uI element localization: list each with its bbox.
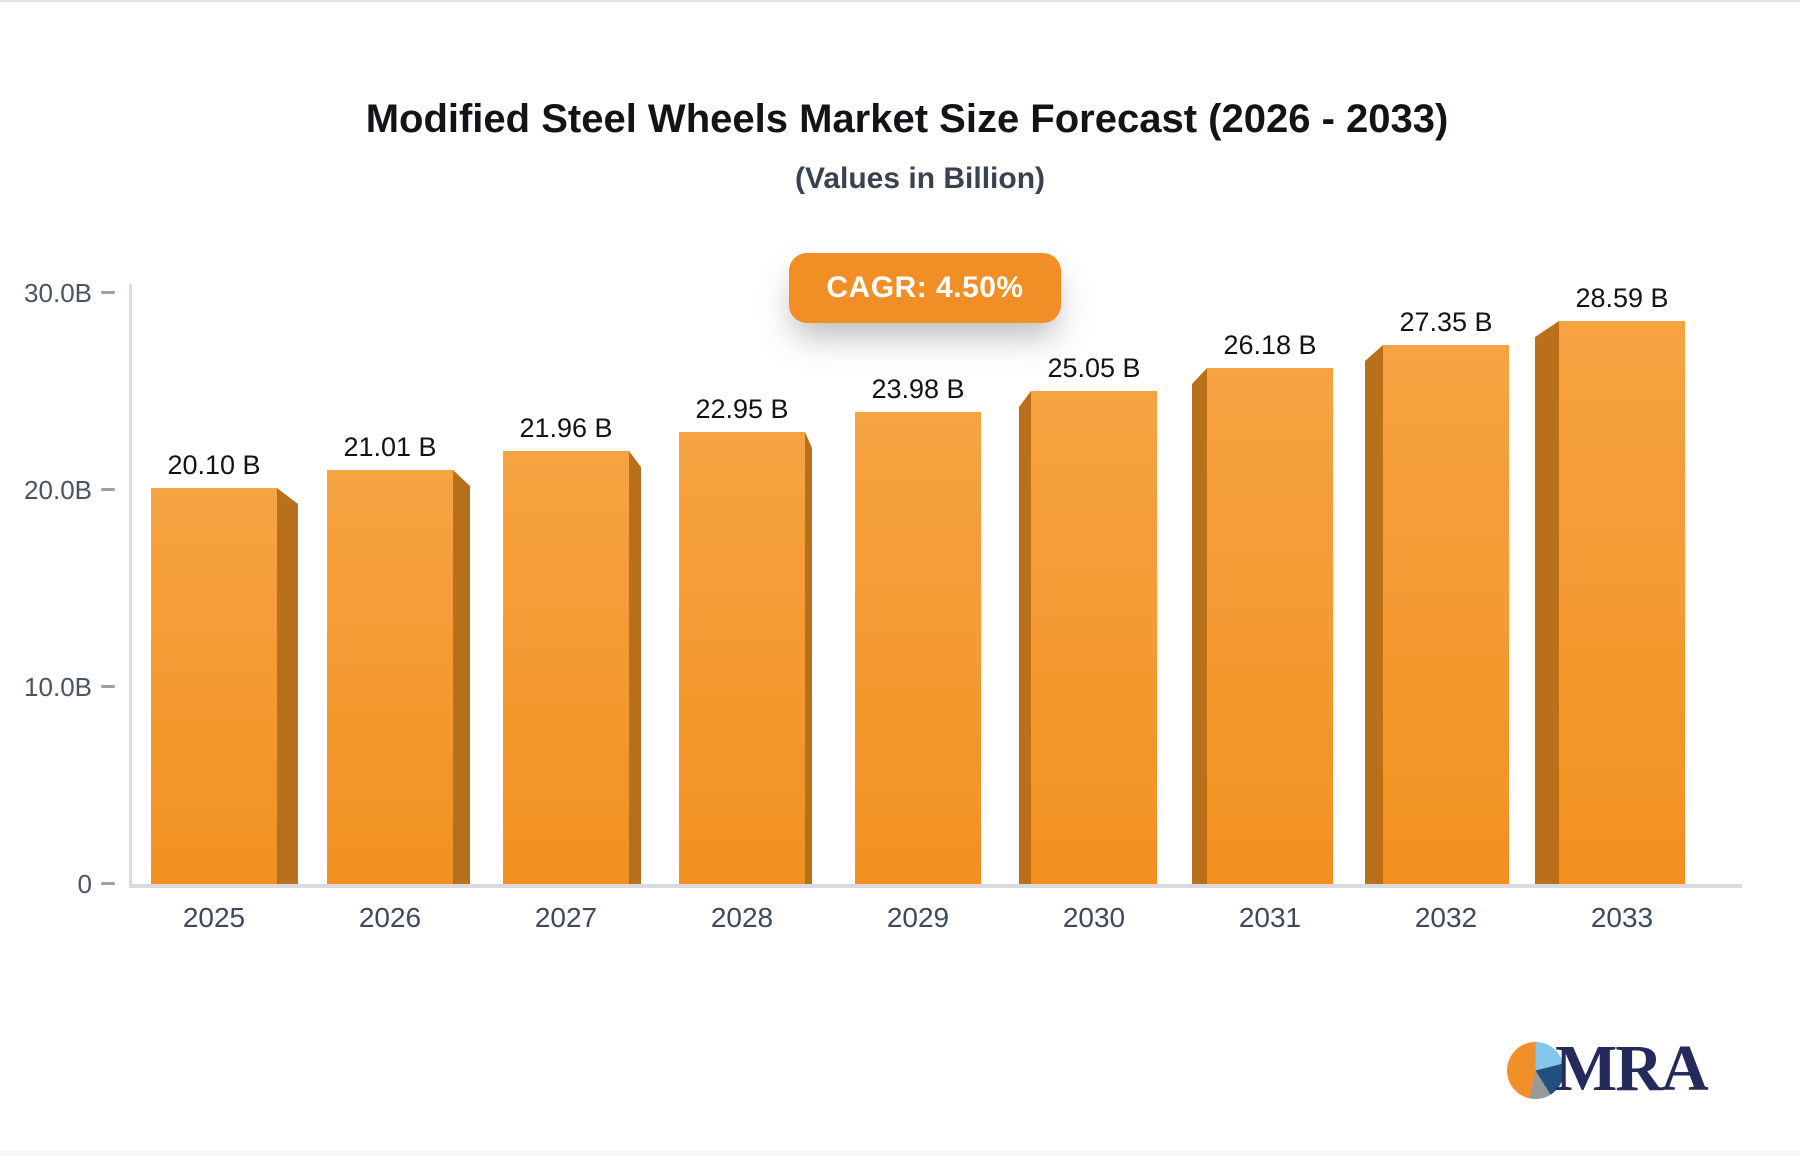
y-axis-label-30.0B: 30.0B (24, 278, 92, 308)
x-axis-label-2027: 2027 (534, 902, 598, 933)
bar-2025-side-face (277, 488, 298, 884)
y-axis-label-0: 0 (77, 869, 92, 899)
bar-2031-side-face (1192, 368, 1207, 884)
bar-value-label-2030: 25.05 B (1047, 353, 1141, 383)
chart-subtitle: (Values in Billion) (794, 162, 1046, 195)
y-axis-tick-30.0B (101, 291, 115, 294)
bar-2030-side-face (1019, 391, 1031, 884)
bar-2033[interactable] (1559, 321, 1685, 884)
bar-value-label-2028: 22.95 B (695, 394, 789, 424)
x-axis-label-2028: 2028 (710, 902, 774, 933)
y-axis-tick-0 (101, 882, 115, 885)
y-axis-tick-10.0B (101, 685, 115, 688)
bar-value-label-2033: 28.59 B (1575, 283, 1669, 313)
mra-logo: MRA (1500, 1036, 1730, 1102)
bar-2027[interactable] (503, 451, 629, 884)
bar-2026[interactable] (327, 470, 453, 884)
x-axis-line (129, 884, 1742, 888)
bar-value-label-2031: 26.18 B (1223, 330, 1317, 360)
bar-2025[interactable] (151, 488, 277, 884)
bar-2030[interactable] (1031, 391, 1157, 884)
bar-2028-side-face (805, 432, 812, 884)
pie-chart-logo-icon (1507, 1042, 1564, 1099)
bar-2033-side-face (1535, 321, 1559, 884)
y-axis-label-10.0B: 10.0B (24, 672, 92, 702)
top-border-line (0, 0, 1800, 2)
logo-text: MRA (1555, 1032, 1709, 1105)
bar-value-label-2025: 20.10 B (167, 450, 261, 480)
x-axis-label-2025: 2025 (182, 902, 246, 933)
x-axis-label-2032: 2032 (1414, 902, 1478, 933)
y-axis-tick-20.0B (101, 488, 115, 491)
bar-2031[interactable] (1207, 368, 1333, 884)
x-axis-label-2033: 2033 (1590, 902, 1654, 933)
bottom-border-line (0, 1151, 1800, 1156)
bar-value-label-2029: 23.98 B (871, 374, 965, 404)
bar-2028[interactable] (679, 432, 805, 884)
x-axis-label-2029: 2029 (886, 902, 950, 933)
cagr-badge-label: CAGR: 4.50% (826, 271, 1024, 304)
y-axis-label-20.0B: 20.0B (24, 475, 92, 505)
chart-title: Modified Steel Wheels Market Size Foreca… (365, 97, 1449, 141)
bar-value-label-2026: 21.01 B (343, 432, 437, 462)
bar-2027-side-face (629, 451, 641, 884)
x-axis-label-2031: 2031 (1238, 902, 1302, 933)
bar-2026-side-face (453, 470, 470, 884)
bar-value-label-2027: 21.96 B (519, 413, 613, 443)
bar-2032[interactable] (1383, 345, 1509, 884)
bar-2032-side-face (1365, 345, 1383, 884)
cagr-badge: CAGR: 4.50% (789, 253, 1061, 323)
y-axis-line (129, 284, 132, 888)
x-axis-label-2026: 2026 (358, 902, 422, 933)
bar-2029[interactable] (855, 412, 981, 884)
bar-value-label-2032: 27.35 B (1399, 307, 1493, 337)
x-axis-label-2030: 2030 (1062, 902, 1126, 933)
